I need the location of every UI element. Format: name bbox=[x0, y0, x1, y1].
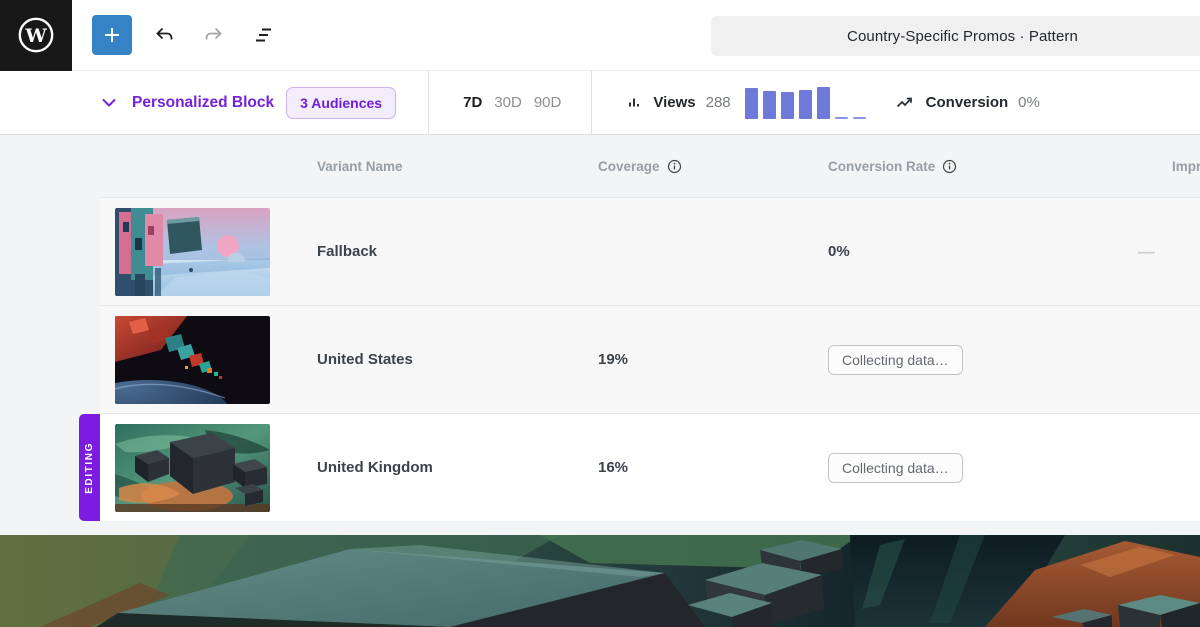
list-view-button[interactable] bbox=[246, 17, 282, 53]
redo-icon bbox=[205, 27, 222, 40]
col-impressions: Impressions bbox=[1172, 158, 1200, 174]
block-name-label: Personalized Block bbox=[132, 93, 275, 111]
views-sparkline bbox=[744, 86, 866, 119]
collecting-data-pill[interactable]: Collecting data… bbox=[828, 344, 963, 375]
conversion-info-icon[interactable] bbox=[942, 159, 957, 174]
col-conversion-rate: Conversion Rate bbox=[828, 159, 1172, 174]
personalization-toolbar: Personalized Block 3 Audiences 7D 30D 90… bbox=[0, 71, 1200, 135]
editor-canvas-preview bbox=[0, 535, 1200, 627]
variant-conversion: 0% bbox=[828, 242, 850, 260]
united-kingdom-thumbnail bbox=[115, 423, 270, 512]
sparkline-bar bbox=[744, 87, 758, 119]
svg-text:W: W bbox=[24, 25, 47, 47]
variant-name: United Kingdom bbox=[317, 459, 433, 476]
sparkline-bar bbox=[852, 116, 866, 119]
conversion-label: Conversion bbox=[925, 94, 1009, 111]
wordpress-logo[interactable]: W bbox=[0, 0, 72, 71]
analytics-summary: Views 288 Conversion 0% bbox=[592, 71, 1200, 134]
document-title: Country-Specific Promos · Pattern bbox=[847, 27, 1078, 45]
variant-row-fallback[interactable]: Fallback 0% — bbox=[100, 197, 1200, 305]
redo-button[interactable] bbox=[196, 17, 232, 53]
cubes-artwork bbox=[0, 535, 1200, 627]
personalized-block-toggle[interactable]: Personalized Block bbox=[98, 92, 274, 114]
sparkline-bar bbox=[762, 90, 776, 119]
variant-name: Fallback bbox=[317, 243, 378, 260]
wordpress-logo-icon: W bbox=[18, 17, 54, 53]
undo-button[interactable] bbox=[146, 17, 182, 53]
sparkline-bar bbox=[798, 89, 812, 119]
variants-table-header: Variant Name Coverage Conversion Rate Im… bbox=[100, 135, 1200, 197]
sparkline-bar bbox=[834, 116, 848, 119]
tab-7d[interactable]: 7D bbox=[463, 94, 483, 111]
variant-row-united-kingdom[interactable]: EDITING bbox=[79, 413, 1200, 521]
top-toolbar: W Country-Specific Promos · P bbox=[0, 0, 1200, 71]
plus-icon bbox=[105, 28, 119, 42]
variant-name: United States bbox=[317, 351, 413, 368]
sparkline-bar bbox=[816, 86, 830, 119]
list-view-icon bbox=[256, 28, 271, 42]
united-states-thumbnail bbox=[115, 315, 270, 404]
add-block-button[interactable] bbox=[92, 15, 132, 55]
collecting-data-pill[interactable]: Collecting data… bbox=[828, 452, 963, 483]
views-count: 288 bbox=[705, 94, 731, 111]
conversion-value: 0% bbox=[1018, 94, 1040, 111]
variant-row-united-states[interactable]: United States 19% Collecting data… bbox=[100, 305, 1200, 413]
coverage-info-icon[interactable] bbox=[667, 159, 682, 174]
views-label: Views bbox=[653, 94, 696, 111]
variant-impressions: — bbox=[1138, 241, 1155, 261]
variant-coverage: 19% bbox=[598, 351, 629, 368]
variants-panel: Variant Name Coverage Conversion Rate Im… bbox=[0, 135, 1200, 627]
date-range-tabs: 7D 30D 90D bbox=[429, 71, 593, 134]
sparkline-bar bbox=[780, 91, 794, 119]
document-title-button[interactable]: Country-Specific Promos · Pattern bbox=[711, 16, 1200, 56]
tab-30d[interactable]: 30D bbox=[494, 94, 522, 111]
chevron-down-icon bbox=[102, 98, 116, 106]
editing-tag: EDITING bbox=[79, 414, 100, 521]
undo-icon bbox=[156, 27, 173, 40]
fallback-thumbnail bbox=[115, 207, 270, 296]
tab-90d[interactable]: 90D bbox=[533, 94, 562, 111]
bar-chart-icon bbox=[629, 98, 640, 106]
audiences-badge[interactable]: 3 Audiences bbox=[286, 86, 397, 119]
col-variant-name: Variant Name bbox=[317, 158, 403, 174]
variant-coverage: 16% bbox=[598, 459, 629, 476]
col-coverage: Coverage bbox=[598, 159, 828, 174]
trend-up-icon bbox=[896, 97, 912, 107]
